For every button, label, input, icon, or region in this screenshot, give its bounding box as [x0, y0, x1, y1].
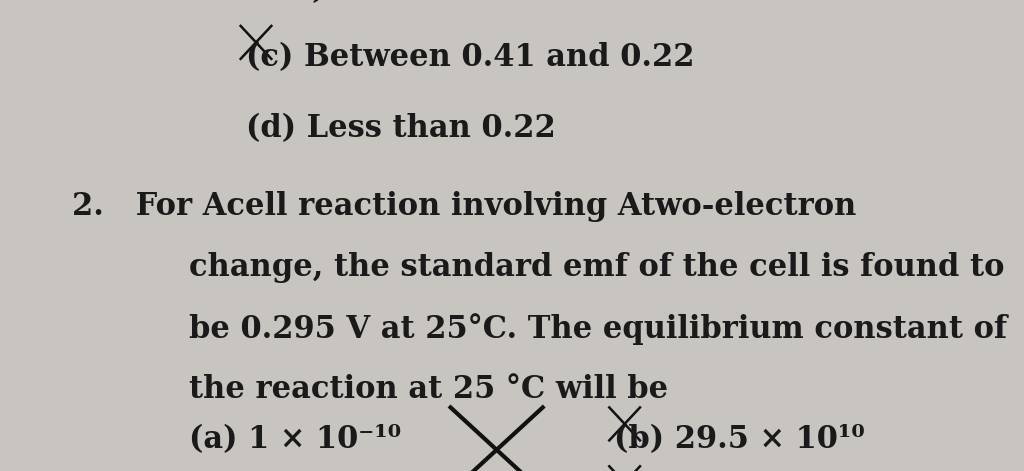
Text: (b) 29.5 × 10¹⁰: (b) 29.5 × 10¹⁰ [614, 424, 865, 455]
Text: (c) Between 0.41 and 0.22: (c) Between 0.41 and 0.22 [246, 42, 694, 73]
Text: be 0.295 V at 25°C. The equilibrium constant of: be 0.295 V at 25°C. The equilibrium cons… [189, 313, 1008, 345]
Text: (d) Less than 0.22: (d) Less than 0.22 [246, 113, 555, 144]
Text: (a) 1 × 10⁻¹⁰: (a) 1 × 10⁻¹⁰ [189, 424, 401, 455]
Text: 2.   For Acell reaction involving Atwo-electron: 2. For Acell reaction involving Atwo-ele… [72, 191, 856, 222]
Text: change, the standard emf of the cell is found to: change, the standard emf of the cell is … [189, 252, 1005, 283]
Text: ) Between 0.41 and 0.22: ) Between 0.41 and 0.22 [312, 0, 728, 5]
Text: the reaction at 25 °C will be: the reaction at 25 °C will be [189, 374, 669, 406]
